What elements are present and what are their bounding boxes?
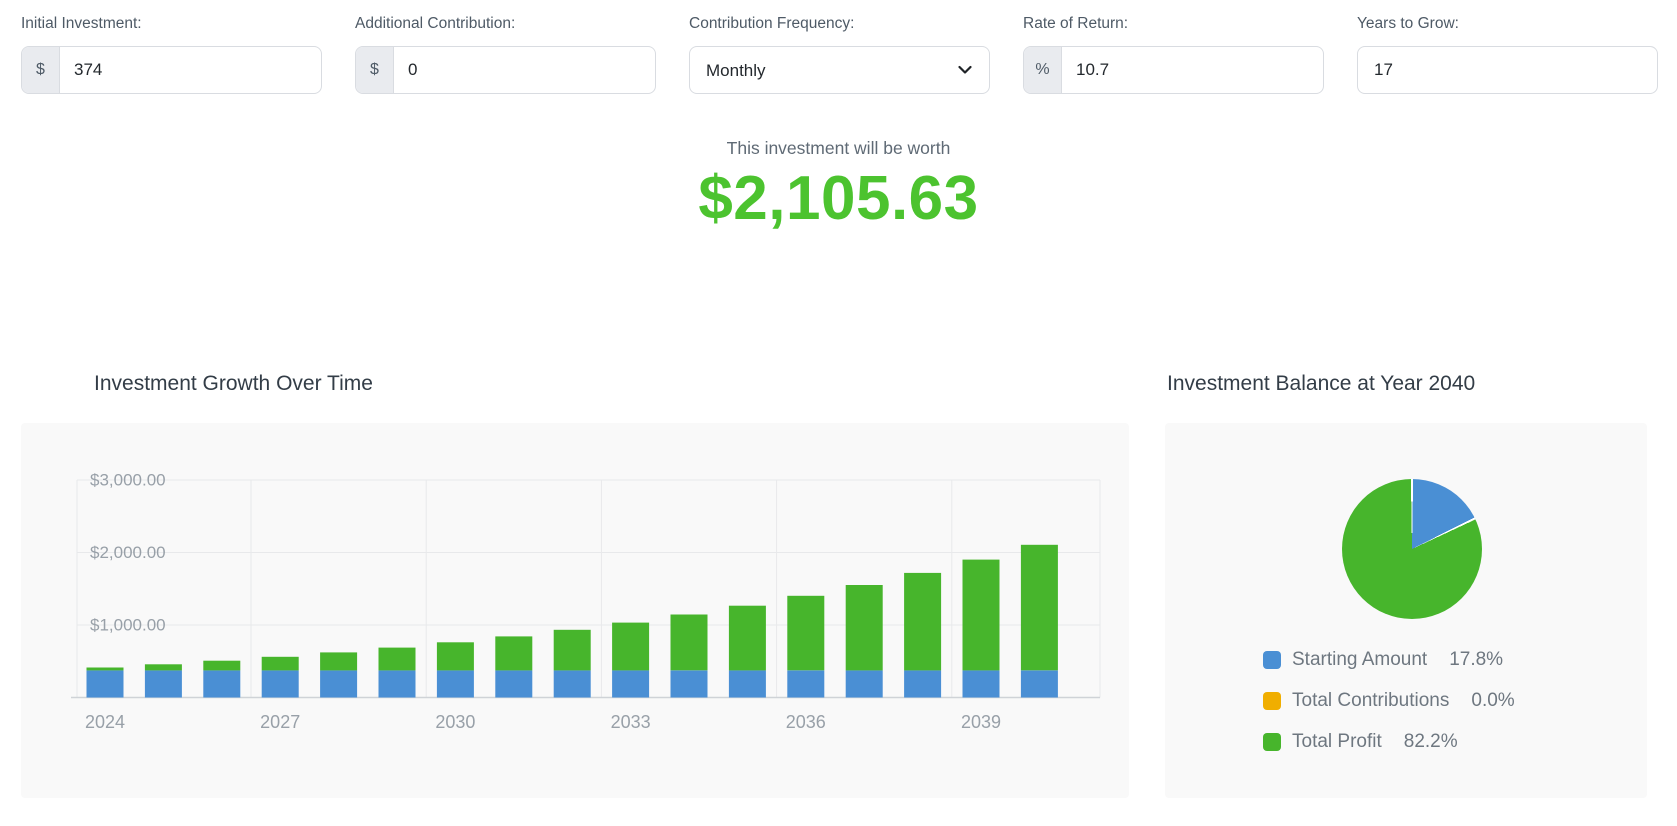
contribution-frequency-select[interactable]: Monthly <box>690 47 989 93</box>
bar-chart-section: Investment Growth Over Time $1,000.00 $2,… <box>21 372 1129 798</box>
legend-label-starting-amount: Starting Amount <box>1292 648 1428 670</box>
initial-investment-input[interactable] <box>60 47 321 93</box>
field-contribution-frequency: Contribution Frequency: Monthly <box>689 15 990 94</box>
result-amount: $2,105.63 <box>698 164 979 233</box>
svg-text:2039: 2039 <box>961 712 1001 732</box>
svg-text:2036: 2036 <box>786 712 826 732</box>
bar-chart-title: Investment Growth Over Time <box>94 372 373 395</box>
additional-contribution-inputbox: $ <box>355 46 656 94</box>
initial-investment-inputbox: $ <box>21 46 322 94</box>
years-to-grow-inputbox <box>1357 46 1658 94</box>
additional-contribution-input[interactable] <box>394 47 655 93</box>
legend-pct-starting-amount: 17.8% <box>1449 648 1504 670</box>
rate-of-return-label: Rate of Return: <box>1023 15 1129 32</box>
field-initial-investment: Initial Investment: $ <box>21 15 322 94</box>
svg-text:2024: 2024 <box>85 712 125 732</box>
legend-label-total-profit: Total Profit <box>1292 730 1382 752</box>
pie-chart-card: Starting Amount 17.8% Total Contributions 0… <box>1165 423 1647 798</box>
dollar-prefix: $ <box>22 47 60 93</box>
pie-legend: Starting Amount 17.8% Total Contributions 0… <box>1263 639 1515 762</box>
contribution-frequency-selectbox: Monthly <box>689 46 990 94</box>
legend-label-total-contributions: Total Contributions <box>1292 689 1450 711</box>
legend-swatch-total-profit <box>1263 732 1281 751</box>
years-to-grow-label: Years to Grow: <box>1357 15 1459 32</box>
svg-text:$1,000.00: $1,000.00 <box>90 616 166 635</box>
svg-text:2027: 2027 <box>260 712 300 732</box>
legend-item-total-contributions[interactable]: Total Contributions 0.0% <box>1263 680 1515 721</box>
legend-pct-total-contributions: 0.0% <box>1471 689 1515 711</box>
pie-chart-title: Investment Balance at Year 2040 <box>1167 372 1476 395</box>
legend-swatch-starting-amount <box>1263 650 1281 669</box>
result-headline: This investment will be worth $2,105.63 <box>0 138 1677 234</box>
svg-text:$3,000.00: $3,000.00 <box>90 471 166 490</box>
charts-row: Investment Growth Over Time $1,000.00 $2,… <box>0 372 1677 798</box>
pie-chart-section: Investment Balance at Year 2040 Starting… <box>1165 372 1647 798</box>
svg-text:2033: 2033 <box>611 712 651 732</box>
bar-chart: $1,000.00 $2,000.00 $3,000.00 2024 2027 2030 2… <box>71 471 1101 732</box>
field-years-to-grow: Years to Grow: <box>1357 15 1658 94</box>
svg-text:$2,000.00: $2,000.00 <box>90 543 166 562</box>
contribution-frequency-label: Contribution Frequency: <box>689 15 855 32</box>
investment-calculator-page: Initial Investment: $ Additional Contrib… <box>0 0 1677 798</box>
pie <box>1342 479 1482 619</box>
initial-investment-label: Initial Investment: <box>21 15 142 32</box>
result-caption: This investment will be worth <box>726 138 951 158</box>
legend-pct-total-profit: 82.2% <box>1403 730 1458 752</box>
inputs-row: Initial Investment: $ Additional Contrib… <box>0 0 1677 94</box>
legend-item-total-profit[interactable]: Total Profit 82.2% <box>1263 721 1515 762</box>
legend-item-starting-amount[interactable]: Starting Amount 17.8% <box>1263 639 1515 680</box>
additional-contribution-label: Additional Contribution: <box>355 15 516 32</box>
rate-of-return-input[interactable] <box>1062 47 1323 93</box>
field-additional-contribution: Additional Contribution: $ <box>355 15 656 94</box>
years-to-grow-input[interactable] <box>1358 47 1657 93</box>
percent-prefix: % <box>1024 47 1062 93</box>
field-rate-of-return: Rate of Return: % <box>1023 15 1324 94</box>
dollar-prefix: $ <box>356 47 394 93</box>
bar-chart-card: $1,000.00 $2,000.00 $3,000.00 2024 2027 2030 2… <box>21 423 1129 798</box>
legend-swatch-total-contributions <box>1263 691 1281 710</box>
rate-of-return-inputbox: % <box>1023 46 1324 94</box>
svg-text:2030: 2030 <box>435 712 475 732</box>
